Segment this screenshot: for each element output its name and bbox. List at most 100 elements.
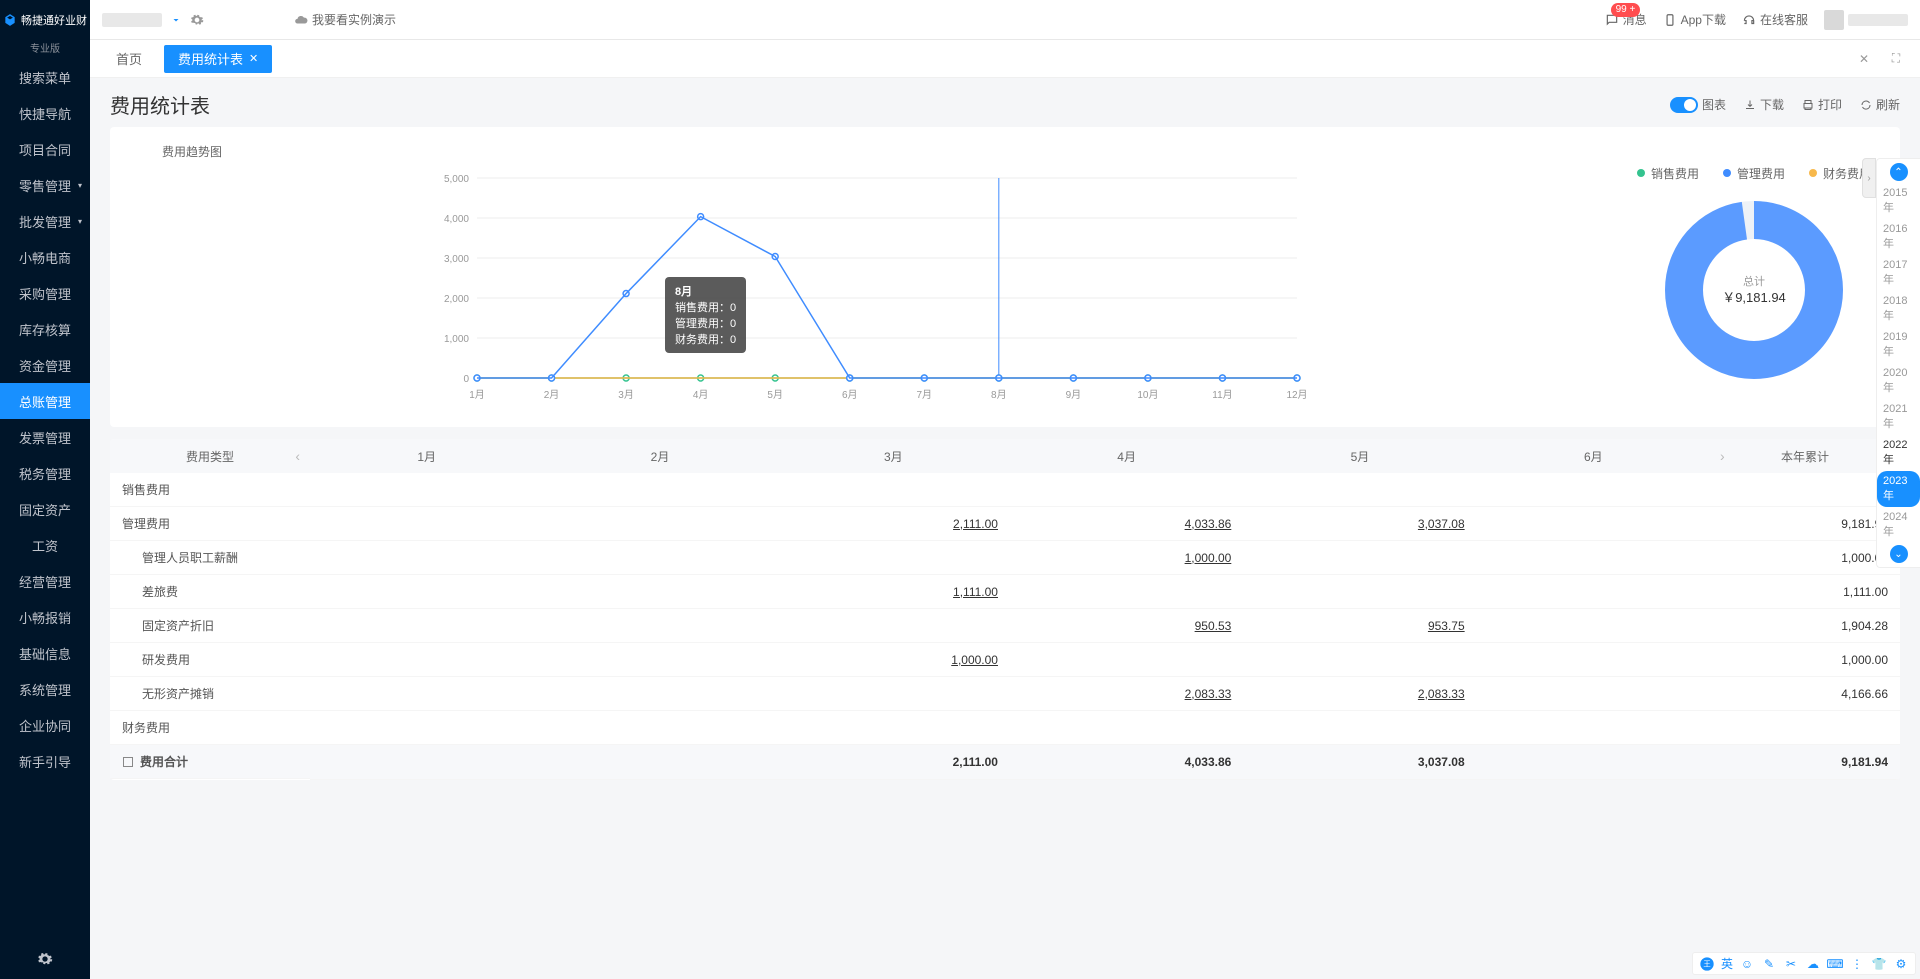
sidebar-item-9[interactable]: 总账管理 [0, 383, 90, 419]
sidebar-item-14[interactable]: 经营管理 [0, 563, 90, 599]
settings-button[interactable] [0, 939, 90, 979]
cell [1477, 711, 1710, 745]
cell[interactable]: 1,111.00 [777, 575, 1010, 609]
app-download-button[interactable]: App下载 [1663, 11, 1726, 28]
sidebar-item-10[interactable]: 发票管理 [0, 419, 90, 455]
year-option[interactable]: 2020年 [1877, 363, 1920, 399]
sidebar-item-4[interactable]: 批发管理▾ [0, 203, 90, 239]
year-option[interactable]: 2015年 [1877, 183, 1920, 219]
ime-toolbar[interactable]: 王 英 ☺ ✎ ✂ ☁ ⌨ ⋮ 👕 ⚙ [1692, 952, 1916, 975]
brand-edition: 专业版 [0, 40, 90, 59]
tab-expense-report[interactable]: 费用统计表 ✕ [164, 45, 272, 73]
sidebar-item-2[interactable]: 项目合同 [0, 131, 90, 167]
download-button[interactable]: 下载 [1744, 96, 1784, 113]
year-option[interactable]: 2017年 [1877, 255, 1920, 291]
cell [1010, 711, 1243, 745]
sidebar-item-11[interactable]: 税务管理 [0, 455, 90, 491]
sidebar-item-6[interactable]: 采购管理 [0, 275, 90, 311]
cell[interactable]: 2,083.33 [1243, 677, 1476, 711]
ime-settings-icon[interactable]: ⚙ [1893, 956, 1909, 972]
ime-edit-icon[interactable]: ✎ [1761, 956, 1777, 972]
chart-toggle[interactable]: 图表 [1670, 96, 1726, 113]
refresh-button[interactable]: 刷新 [1860, 96, 1900, 113]
next-months[interactable]: › [1720, 448, 1725, 464]
sidebar-item-1[interactable]: 快捷导航 [0, 95, 90, 131]
ime-emoji-icon[interactable]: ☺ [1739, 956, 1755, 972]
cell[interactable]: 953.75 [1243, 609, 1476, 643]
brand-icon [3, 13, 17, 27]
messages-button[interactable]: 99 + 消息 [1605, 11, 1647, 28]
year-option[interactable]: 2024年 [1877, 507, 1920, 543]
print-button[interactable]: 打印 [1802, 96, 1842, 113]
grand-total: 9,181.94 [1710, 745, 1900, 780]
ime-scissors-icon[interactable]: ✂ [1783, 956, 1799, 972]
sidebar-item-3[interactable]: 零售管理▾ [0, 167, 90, 203]
org-selector[interactable] [102, 13, 282, 27]
prev-months[interactable]: ‹ [295, 448, 300, 464]
ime-menu-icon[interactable]: ⋮ [1849, 956, 1865, 972]
cell[interactable]: 1,000.00 [777, 643, 1010, 677]
phone-icon [1663, 13, 1677, 27]
cell[interactable]: 3,037.08 [1243, 507, 1476, 541]
year-option[interactable]: 2018年 [1877, 291, 1920, 327]
table-row: 管理人员职工薪酬1,000.001,000.00 [110, 541, 1900, 575]
year-option[interactable]: 2022年 [1877, 435, 1920, 471]
tab-home[interactable]: 首页 [102, 45, 156, 73]
avatar [1824, 10, 1844, 30]
year-option[interactable]: 2016年 [1877, 219, 1920, 255]
year-option[interactable]: 2023年 [1877, 471, 1920, 507]
cell [1477, 541, 1710, 575]
year-rail-collapse[interactable]: › [1862, 158, 1876, 198]
cell [543, 541, 776, 575]
row-label: 固定资产折旧 [110, 609, 310, 643]
support-button[interactable]: 在线客服 [1742, 11, 1808, 28]
svg-text:12月: 12月 [1286, 389, 1307, 401]
sidebar-item-18[interactable]: 企业协同 [0, 707, 90, 743]
chevron-down-icon [170, 14, 182, 26]
sidebar-item-16[interactable]: 基础信息 [0, 635, 90, 671]
trend-line-chart: 01,0002,0003,0004,0005,0001月2月3月4月5月6月7月… [126, 168, 1608, 408]
svg-text:1月: 1月 [469, 389, 485, 401]
sidebar-item-7[interactable]: 库存核算 [0, 311, 90, 347]
tabs-fullscreen[interactable]: ⛶ [1884, 47, 1908, 71]
demo-link[interactable]: 我要看实例演示 [294, 11, 396, 28]
year-scroll-down[interactable]: ⌄ [1890, 545, 1908, 563]
switch[interactable] [1670, 97, 1698, 113]
user-menu[interactable] [1824, 10, 1908, 30]
close-icon[interactable]: ✕ [249, 52, 258, 65]
sidebar-item-12[interactable]: 固定资产 [0, 491, 90, 527]
cell [777, 473, 1010, 507]
sidebar-item-15[interactable]: 小畅报销 [0, 599, 90, 635]
svg-text:8月: 8月 [991, 389, 1007, 401]
sidebar-item-0[interactable]: 搜索菜单 [0, 59, 90, 95]
sidebar-item-13[interactable]: 工资 [0, 527, 90, 563]
page-title: 费用统计表 [110, 90, 210, 119]
year-scroll-up[interactable]: ⌃ [1890, 163, 1908, 181]
tabs-close-all[interactable]: ✕ [1852, 47, 1876, 71]
ime-keyboard-icon[interactable]: ⌨ [1827, 956, 1843, 972]
sidebar-item-8[interactable]: 资金管理 [0, 347, 90, 383]
gear-icon[interactable] [190, 13, 204, 27]
table-row: 管理费用2,111.004,033.863,037.089,181.94 [110, 507, 1900, 541]
ime-cloud-icon[interactable]: ☁ [1805, 956, 1821, 972]
year-option[interactable]: 2021年 [1877, 399, 1920, 435]
ime-skin-icon[interactable]: 👕 [1871, 956, 1887, 972]
sidebar-item-19[interactable]: 新手引导 [0, 743, 90, 779]
ime-lang[interactable]: 英 [1721, 955, 1733, 972]
sidebar-item-5[interactable]: 小畅电商 [0, 239, 90, 275]
cell[interactable]: 4,033.86 [1010, 507, 1243, 541]
cell[interactable]: 1,000.00 [1010, 541, 1243, 575]
cell [310, 541, 543, 575]
cell[interactable]: 950.53 [1010, 609, 1243, 643]
cell[interactable]: 2,083.33 [1010, 677, 1243, 711]
cell [543, 507, 776, 541]
cell [1010, 575, 1243, 609]
expense-table: 费用类型‹1月2月3月4月5月6月›本年累计 销售费用管理费用2,111.004… [110, 439, 1900, 780]
year-option[interactable]: 2019年 [1877, 327, 1920, 363]
headset-icon [1742, 13, 1756, 27]
cell [310, 745, 543, 780]
cell[interactable]: 2,111.00 [777, 507, 1010, 541]
svg-text:1,000: 1,000 [444, 334, 469, 345]
sidebar-item-17[interactable]: 系统管理 [0, 671, 90, 707]
refresh-label: 刷新 [1876, 96, 1900, 113]
